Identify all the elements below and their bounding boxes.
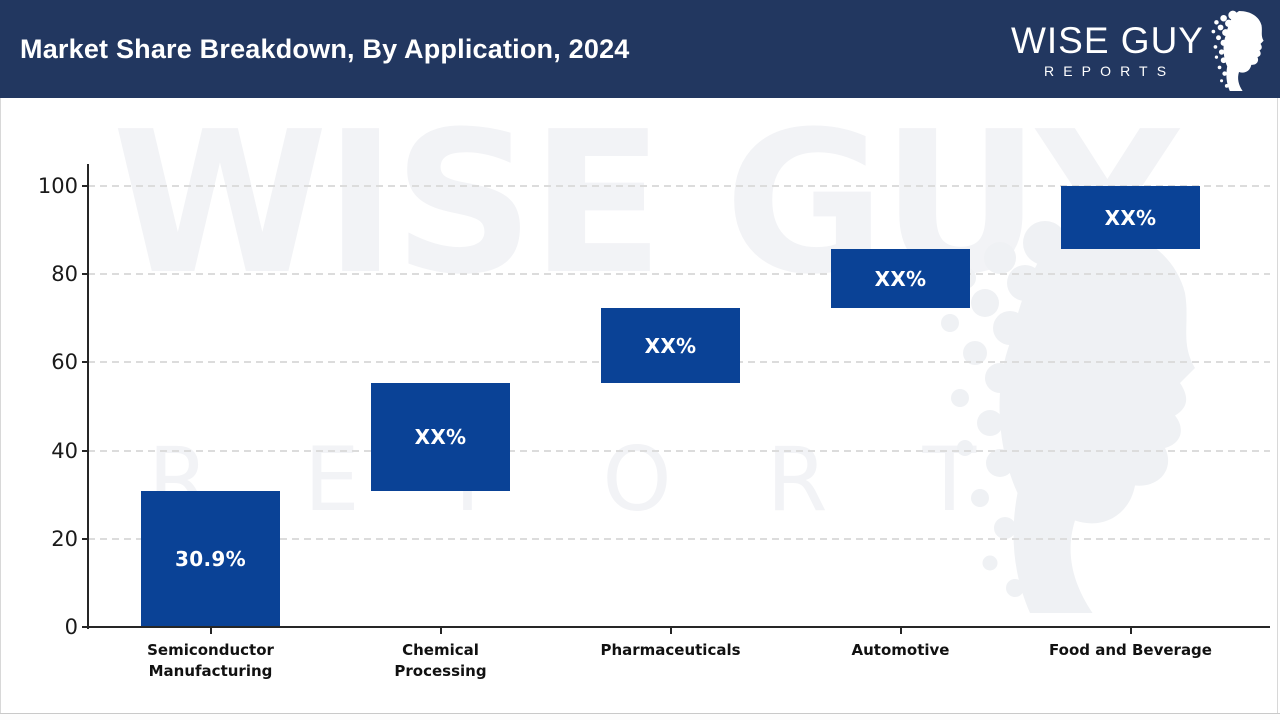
- y-tick-label: 100: [37, 174, 78, 198]
- y-tick-mark: [82, 450, 89, 452]
- x-axis-line: [87, 626, 1270, 628]
- y-tick-label: 0: [64, 615, 78, 639]
- y-tick-mark: [82, 273, 89, 275]
- page-title: Market Share Breakdown, By Application, …: [20, 33, 630, 64]
- x-category-label-line: Food and Beverage: [1049, 641, 1212, 659]
- x-tick-mark: [1129, 627, 1132, 634]
- bar-value-label: XX%: [1104, 205, 1157, 230]
- bar-value-label: XX%: [644, 333, 697, 358]
- y-tick-mark: [82, 185, 89, 187]
- x-tick-mark: [439, 627, 442, 634]
- y-gridline: [88, 185, 1270, 187]
- bar-pharmaceuticals: XX%: [601, 308, 740, 383]
- wise-guy-reports-logo: WISE GUY REPORTS: [1011, 6, 1272, 94]
- watermark-wordmark: WISE GUY: [112, 90, 1178, 318]
- bar-value-label: XX%: [874, 266, 927, 291]
- x-category-label-line: Processing: [394, 662, 487, 680]
- x-category-label-line: Automotive: [851, 641, 950, 659]
- logo-wordmark: WISE GUY: [1010, 20, 1204, 61]
- y-tick-label: 20: [51, 527, 78, 551]
- frame-edge-bottom: [0, 713, 1280, 720]
- header-band: Market Share Breakdown, By Application, …: [0, 0, 1280, 98]
- x-category-label-food-and-beverage: Food and Beverage: [1016, 640, 1246, 661]
- y-tick-mark: [82, 538, 89, 540]
- chart-area: WISE GUY R E P O R T S 0 20 40 60 80 100 30.9%…: [0, 90, 1280, 713]
- bar-value-label: 30.9%: [175, 547, 246, 571]
- frame-edge-right: [1277, 98, 1278, 713]
- x-category-label-line: Manufacturing: [148, 662, 273, 680]
- y-gridline: [88, 450, 1270, 452]
- head-profile-logo-icon: [1206, 9, 1272, 91]
- logo-subtitle: REPORTS: [1044, 63, 1176, 79]
- x-category-label-automotive: Automotive: [786, 640, 1016, 661]
- x-category-label-line: Pharmaceuticals: [600, 641, 741, 659]
- x-tick-mark: [209, 627, 212, 634]
- y-axis-line: [87, 164, 89, 629]
- bar-semiconductor-manufacturing: 30.9%: [141, 491, 280, 627]
- x-category-label-pharmaceuticals: Pharmaceuticals: [556, 640, 786, 661]
- x-category-label-line: Semiconductor: [147, 641, 274, 659]
- x-category-label-line: Chemical: [402, 641, 479, 659]
- bar-food-and-beverage: XX%: [1061, 186, 1200, 249]
- y-tick-mark: [82, 626, 89, 628]
- logo-text: WISE GUY REPORTS: [1010, 20, 1204, 80]
- y-tick-mark: [82, 361, 89, 363]
- x-tick-mark: [669, 627, 672, 634]
- x-category-label-chemical-processing: Chemical Processing: [326, 640, 556, 682]
- y-gridline: [88, 538, 1270, 540]
- y-gridline: [88, 273, 1270, 275]
- x-tick-mark: [899, 627, 902, 634]
- frame-edge-left: [0, 98, 1, 713]
- y-tick-label: 40: [51, 439, 78, 463]
- bar-chemical-processing: XX%: [371, 383, 510, 491]
- y-tick-label: 80: [51, 262, 78, 286]
- bar-value-label: XX%: [414, 425, 467, 449]
- y-tick-label: 60: [51, 350, 78, 374]
- x-category-label-semiconductor-manufacturing: Semiconductor Manufacturing: [96, 640, 326, 682]
- bar-automotive: XX%: [831, 249, 970, 308]
